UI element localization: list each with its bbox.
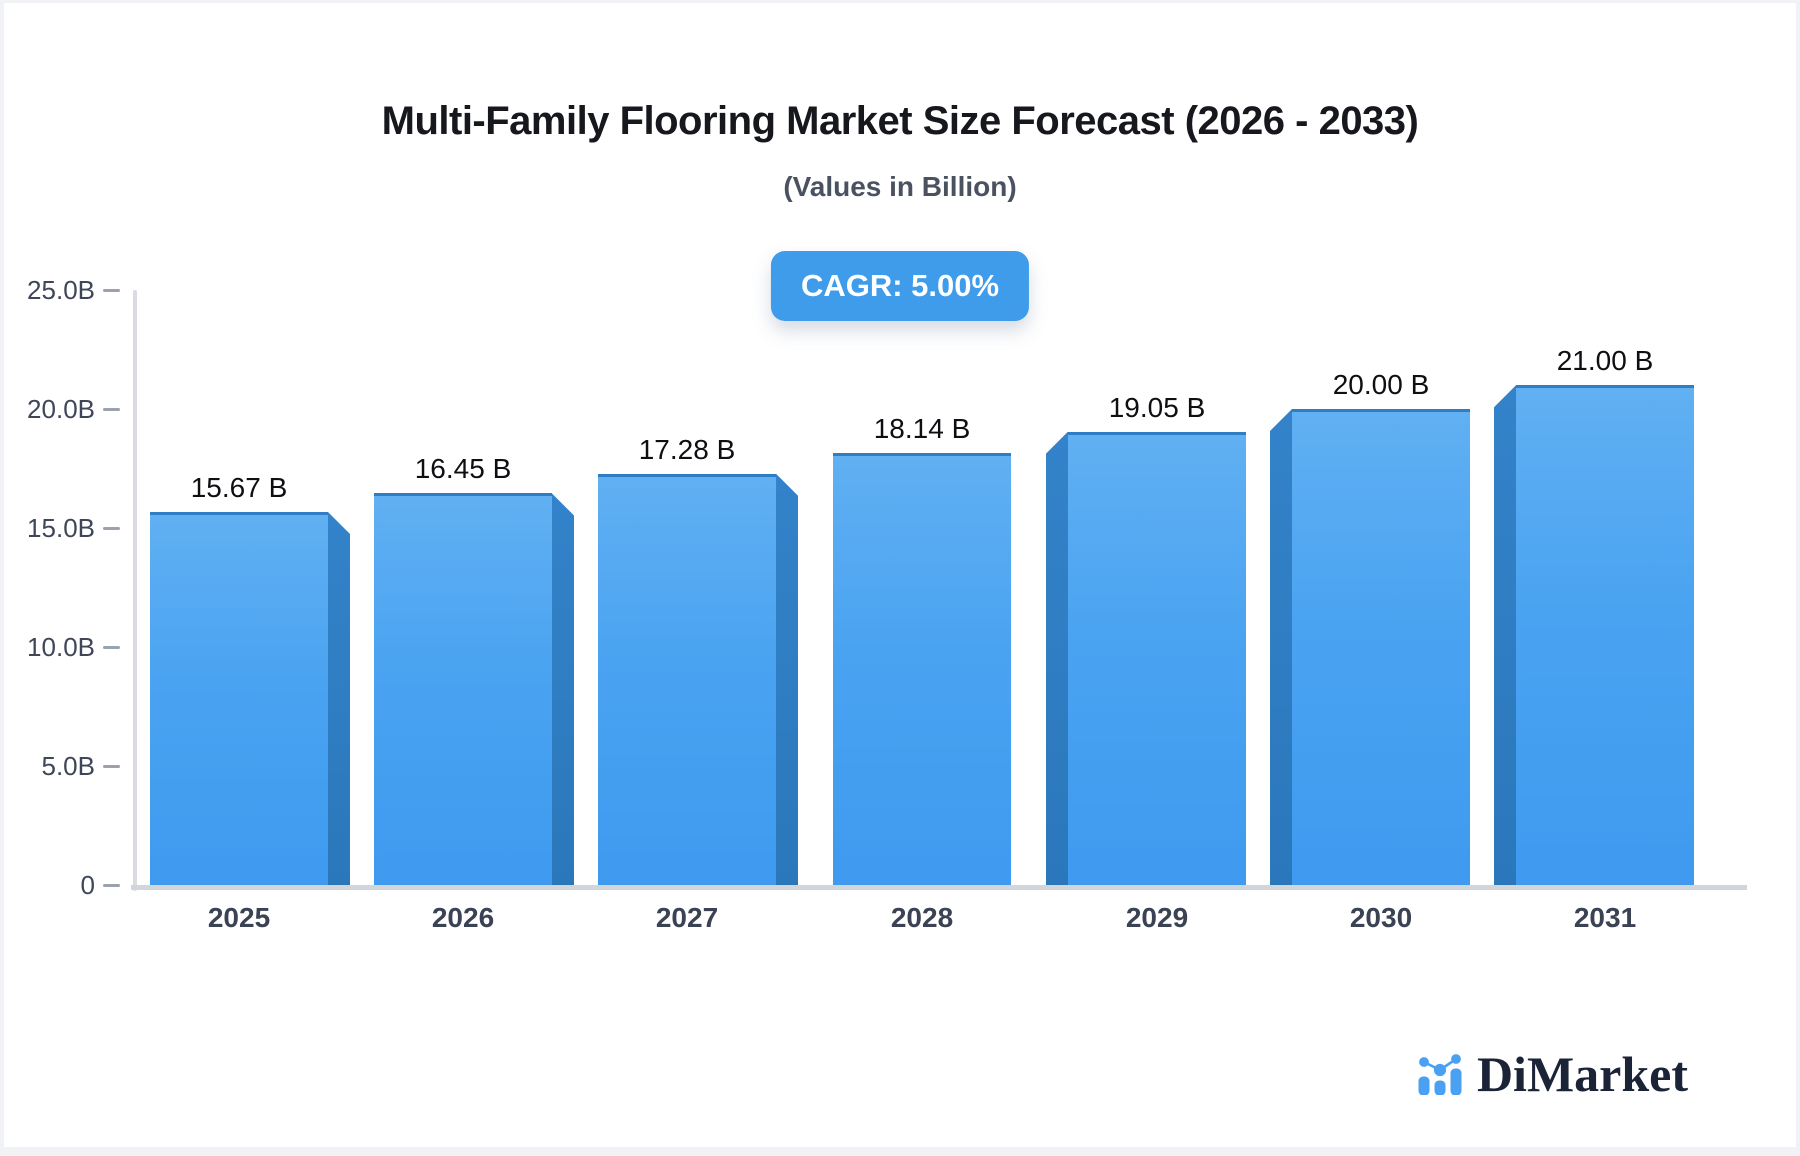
bar-side: [1270, 409, 1292, 885]
x-axis-line: [131, 885, 1747, 890]
bar-group: [374, 493, 574, 885]
bar-side: [328, 512, 350, 885]
y-tick-mark: [103, 527, 120, 530]
logo-chart-icon: [1418, 1054, 1462, 1095]
bar-face: [150, 512, 328, 885]
bar-side: [1046, 431, 1068, 885]
y-tick-mark: [103, 646, 120, 649]
bar-value-label: 19.05 B: [1108, 391, 1206, 423]
x-axis-label: 2029: [1125, 902, 1189, 933]
y-tick-mark: [103, 765, 120, 768]
y-tick-label: 10.0B: [27, 632, 95, 662]
x-axis-label: 2030: [1349, 902, 1413, 933]
bar-group: [822, 453, 1022, 885]
bar-group: [1270, 409, 1470, 885]
bar-value-label: 18.14 B: [873, 413, 971, 445]
x-axis-label: 2025: [207, 902, 271, 933]
dimarket-logo: DiMarket: [1417, 1046, 1688, 1102]
bar-side: [552, 493, 574, 885]
bar-group: [1046, 431, 1246, 885]
bar-group: [598, 473, 798, 885]
bar-chart-plot: 0 5.0B 10.0B 15.0B 20.0B 25.0B 15.67 B 2025 16.4…: [27, 277, 1747, 933]
x-axis-label: 2031: [1573, 902, 1637, 933]
bar-side: [1494, 385, 1516, 885]
bar-face: [1516, 385, 1694, 885]
y-tick-mark: [103, 884, 120, 887]
x-axis-label: 2026: [431, 902, 495, 933]
x-axis-label: 2028: [890, 902, 954, 933]
chart-card: Multi-Family Flooring Market Size Foreca…: [4, 3, 1796, 1147]
bar-face: [1292, 409, 1470, 885]
y-tick-label: 5.0B: [41, 751, 96, 781]
bar-group: [1494, 385, 1694, 885]
y-tick-label: 25.0B: [27, 275, 95, 305]
chart-subtitle: (Values in Billion): [783, 171, 1017, 202]
y-axis-line: [133, 290, 137, 891]
bar-face: [598, 473, 776, 885]
y-tick-label: 0: [80, 870, 95, 900]
y-tick-mark: [103, 408, 120, 411]
bar-value-label: 20.00 B: [1332, 369, 1430, 400]
bar-face: [1068, 431, 1246, 885]
bar-side: [776, 473, 798, 885]
bar-value-label: 17.28 B: [638, 433, 736, 465]
cagr-badge: CAGR: 5.00%: [770, 251, 1030, 321]
bar-group: [150, 512, 350, 885]
y-tick-label: 20.0B: [27, 394, 95, 424]
bar-value-label: 21.00 B: [1556, 345, 1654, 377]
x-axis-label: 2027: [655, 902, 719, 933]
bar-value-label: 16.45 B: [414, 453, 512, 485]
bar-face: [833, 453, 1011, 885]
y-tick-label: 15.0B: [27, 513, 95, 543]
logo-text: DiMarket: [1476, 1046, 1688, 1102]
chart-title: Multi-Family Flooring Market Size Foreca…: [381, 99, 1419, 143]
bar-face: [374, 493, 552, 885]
y-tick-mark: [103, 289, 120, 292]
bar-value-label: 15.67 B: [190, 472, 288, 504]
